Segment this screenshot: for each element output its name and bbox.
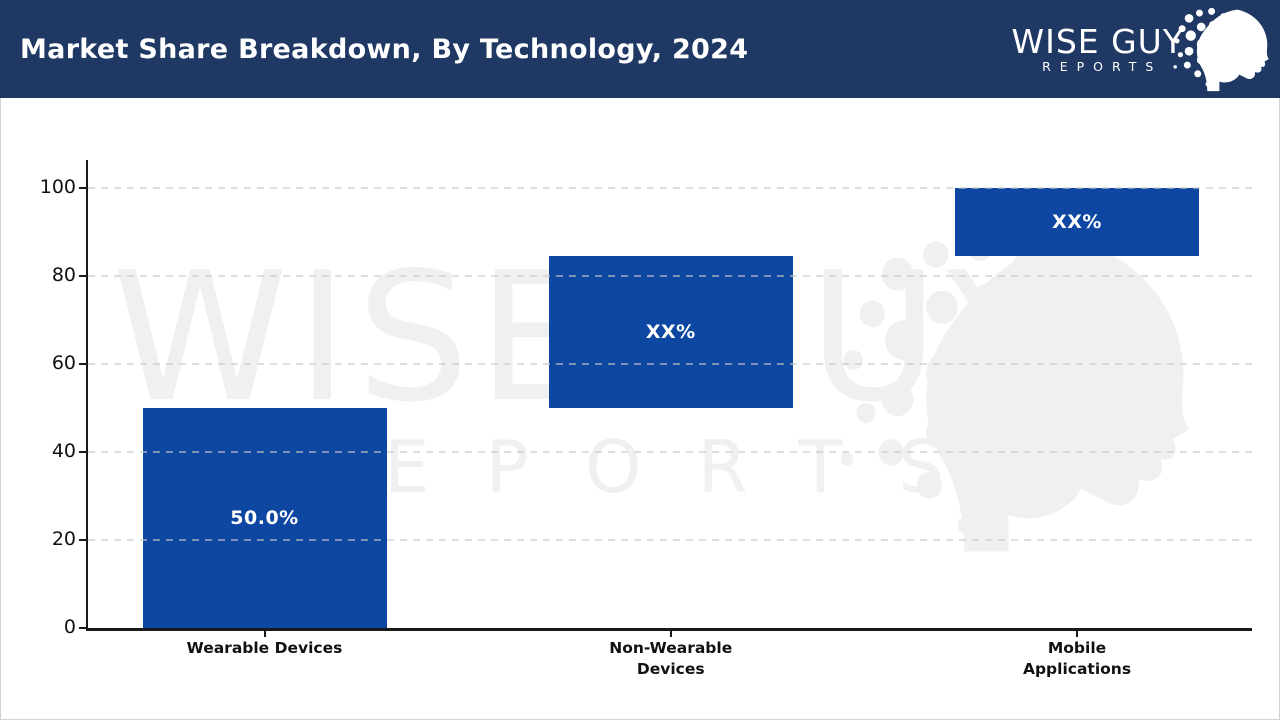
x-axis-spine (86, 628, 1252, 631)
x-tick-label: Mobile Applications (1022, 639, 1132, 678)
x-tick (669, 630, 672, 637)
gridline (88, 187, 1252, 189)
y-tick-label: 40 (51, 440, 76, 462)
bar-value-label: 50.0% (230, 507, 299, 529)
y-tick (79, 451, 86, 453)
y-tick-label: 100 (39, 176, 76, 198)
y-tick (79, 539, 86, 541)
x-tick-label: Non-Wearable Devices (609, 639, 733, 678)
watermark-head-profile-icon (840, 234, 1189, 552)
gridline (88, 363, 1252, 365)
y-tick (79, 363, 86, 365)
page-title: Market Share Breakdown, By Technology, 2… (20, 33, 749, 65)
y-tick (79, 275, 86, 277)
bar-value-label: XX% (645, 321, 696, 344)
x-tick (263, 630, 266, 637)
y-tick (79, 187, 86, 189)
y-tick-label: 20 (51, 528, 76, 550)
y-tick-label: 80 (51, 264, 76, 286)
y-axis-spine (86, 160, 88, 631)
gridline (88, 275, 1252, 277)
y-tick-label: 60 (51, 352, 76, 374)
bar: XX% (548, 256, 793, 408)
bar: 50.0% (142, 408, 387, 628)
plot-area: WISE GUY REPORTS 0 20 40 60 80 100 50.0% XX% XX%… (0, 98, 1280, 720)
y-tick (79, 627, 86, 629)
brand-logo: WISE GUY REPORTS (1011, 0, 1274, 98)
brand-name: WISE GUY (1011, 21, 1184, 61)
y-tick-label: 0 (63, 616, 76, 638)
bar: XX% (955, 188, 1199, 257)
header-band: Market Share Breakdown, By Technology, 2… (0, 0, 1280, 98)
watermark-subtitle-text: REPORTS (278, 425, 1001, 509)
x-tick-label: Wearable Devices (186, 639, 343, 657)
brand-logo-text: WISE GUY REPORTS (1011, 25, 1184, 74)
gridline (88, 451, 1252, 453)
x-tick (1076, 630, 1078, 637)
gridline (88, 539, 1252, 541)
bar-value-label: XX% (1052, 211, 1102, 234)
brand-subtitle: REPORTS (1042, 58, 1163, 74)
